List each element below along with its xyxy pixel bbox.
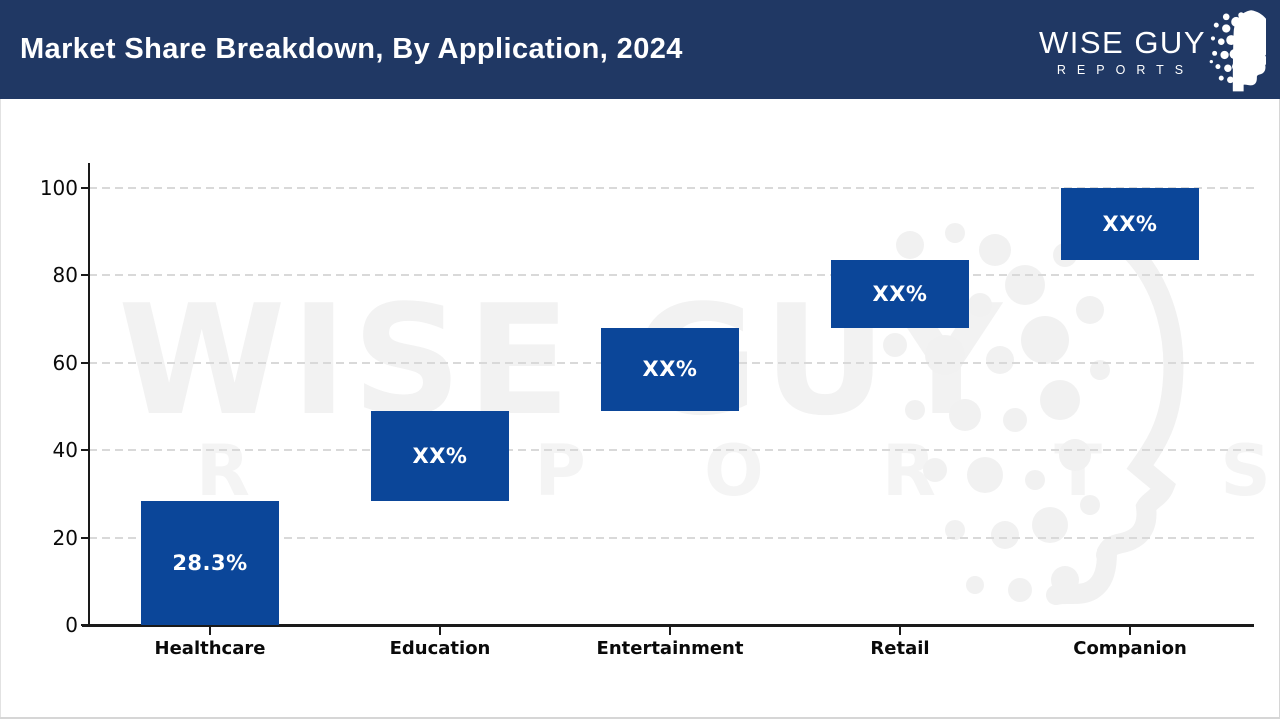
category-label-companion: Companion — [1073, 638, 1187, 659]
category-label-education: Education — [389, 638, 491, 659]
watermark-face-icon — [871, 215, 1184, 605]
logo-text: WISE GUY REPORTS — [1039, 27, 1206, 77]
gridline-40 — [89, 449, 1254, 451]
ytick-label-80: 80 — [52, 263, 78, 287]
gridline-100 — [89, 186, 1254, 189]
ytick-20 — [81, 536, 89, 539]
bar-companion: XX% — [1061, 187, 1199, 260]
bar-value-label: XX% — [412, 443, 468, 468]
x-axis-line — [82, 624, 1254, 627]
xtick-3 — [899, 627, 901, 635]
ytick-60 — [81, 361, 89, 364]
ytick-label-0: 0 — [65, 613, 78, 637]
bar-value-label: XX% — [1102, 211, 1158, 236]
bar-healthcare: 28.3% — [141, 501, 279, 625]
ytick-label-40: 40 — [52, 438, 78, 462]
bottom-border — [0, 717, 1280, 719]
bar-value-label: 28.3% — [172, 551, 248, 576]
gridline-20 — [89, 536, 1254, 539]
logo-face-icon — [1209, 9, 1266, 91]
bar-education: XX% — [371, 410, 509, 502]
y-axis-line — [88, 163, 90, 627]
category-label-healthcare: Healthcare — [154, 638, 266, 659]
ytick-label-20: 20 — [52, 525, 78, 550]
gridline-80 — [89, 274, 1254, 276]
xtick-2 — [669, 627, 671, 635]
bar-entertainment: XX% — [601, 327, 739, 411]
header-bar: Market Share Breakdown, By Application, … — [0, 0, 1280, 99]
ytick-40 — [81, 449, 89, 451]
xtick-0 — [209, 627, 211, 635]
xtick-1 — [439, 627, 441, 635]
ytick-100 — [81, 186, 89, 189]
logo-subtitle: REPORTS — [1056, 62, 1195, 77]
category-label-retail: Retail — [870, 638, 930, 659]
bar-retail: XX% — [831, 259, 969, 328]
bar-value-label: XX% — [872, 281, 928, 306]
bar-value-label: XX% — [642, 357, 698, 382]
page-title: Market Share Breakdown, By Application, … — [20, 33, 683, 65]
ytick-80 — [81, 274, 89, 276]
logo-wordmark: WISE GUY — [1038, 24, 1206, 60]
ytick-label-100: 100 — [39, 175, 78, 200]
wise-guy-reports-logo: WISE GUY REPORTS — [1039, 0, 1266, 99]
category-label-entertainment: Entertainment — [596, 638, 744, 659]
ytick-label-60: 60 — [52, 350, 78, 375]
xtick-4 — [1129, 627, 1131, 635]
